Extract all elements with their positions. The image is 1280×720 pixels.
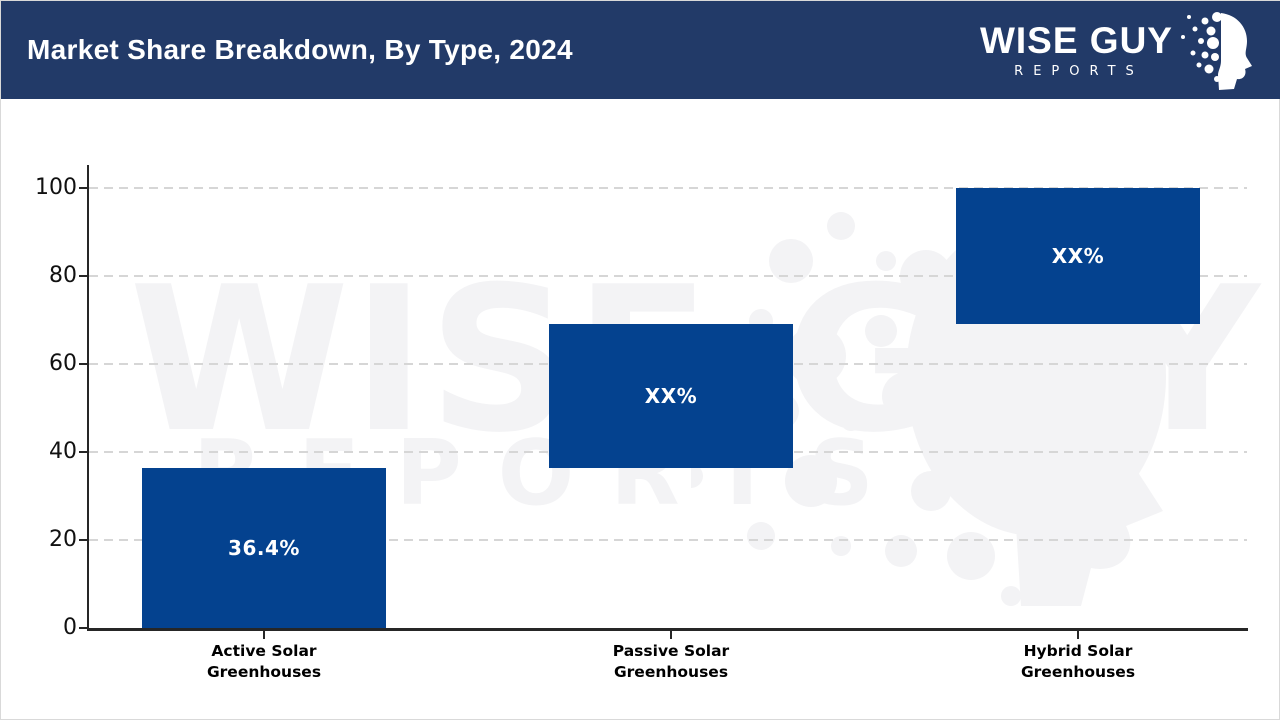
x-tick xyxy=(263,631,265,639)
wiseguy-logo: WISE GUY REPORTS xyxy=(980,9,1255,91)
category-label: Active Solar Greenhouses xyxy=(206,642,322,681)
y-tick-80 xyxy=(79,275,87,277)
y-tick-40 xyxy=(79,451,87,453)
logo-head-icon xyxy=(1181,12,1252,90)
bar-segment: 36.4% xyxy=(142,467,386,628)
x-tick xyxy=(670,631,672,639)
gridline-20 xyxy=(89,539,1247,541)
gridline-100 xyxy=(89,187,1247,189)
y-tick-label-60: 60 xyxy=(49,351,77,376)
header: Market Share Breakdown, By Type, 2024 WI… xyxy=(1,1,1280,99)
bar-segment: XX% xyxy=(549,324,793,468)
gridline-80 xyxy=(89,275,1247,277)
x-axis-line xyxy=(87,628,1248,631)
bar-value-label: XX% xyxy=(644,384,698,409)
logo-subtext: REPORTS xyxy=(1014,63,1144,79)
y-tick-label-40: 40 xyxy=(49,439,77,464)
logo-text: WISE GUY REPORTS xyxy=(980,22,1173,79)
chart-title: Market Share Breakdown, By Type, 2024 xyxy=(27,34,573,65)
y-tick-20 xyxy=(79,539,87,541)
category-label: Hybrid Solar Greenhouses xyxy=(1020,642,1136,681)
y-tick-label-80: 80 xyxy=(49,263,77,288)
logo-wordmark: WISE GUY xyxy=(979,19,1173,61)
x-tick xyxy=(1077,631,1079,639)
y-tick-label-100: 100 xyxy=(35,175,77,200)
category-label: Passive Solar Greenhouses xyxy=(612,642,730,681)
y-axis-line xyxy=(87,165,89,630)
y-tick-0 xyxy=(79,627,87,629)
y-tick-label-20: 20 xyxy=(49,527,77,552)
bar-value-label: XX% xyxy=(1051,244,1105,269)
y-tick-60 xyxy=(79,363,87,365)
y-tick-label-0: 0 xyxy=(63,615,77,640)
bar-segment: XX% xyxy=(956,188,1200,325)
y-tick-100 xyxy=(79,187,87,189)
bar-value-label: 36.4% xyxy=(228,535,300,560)
